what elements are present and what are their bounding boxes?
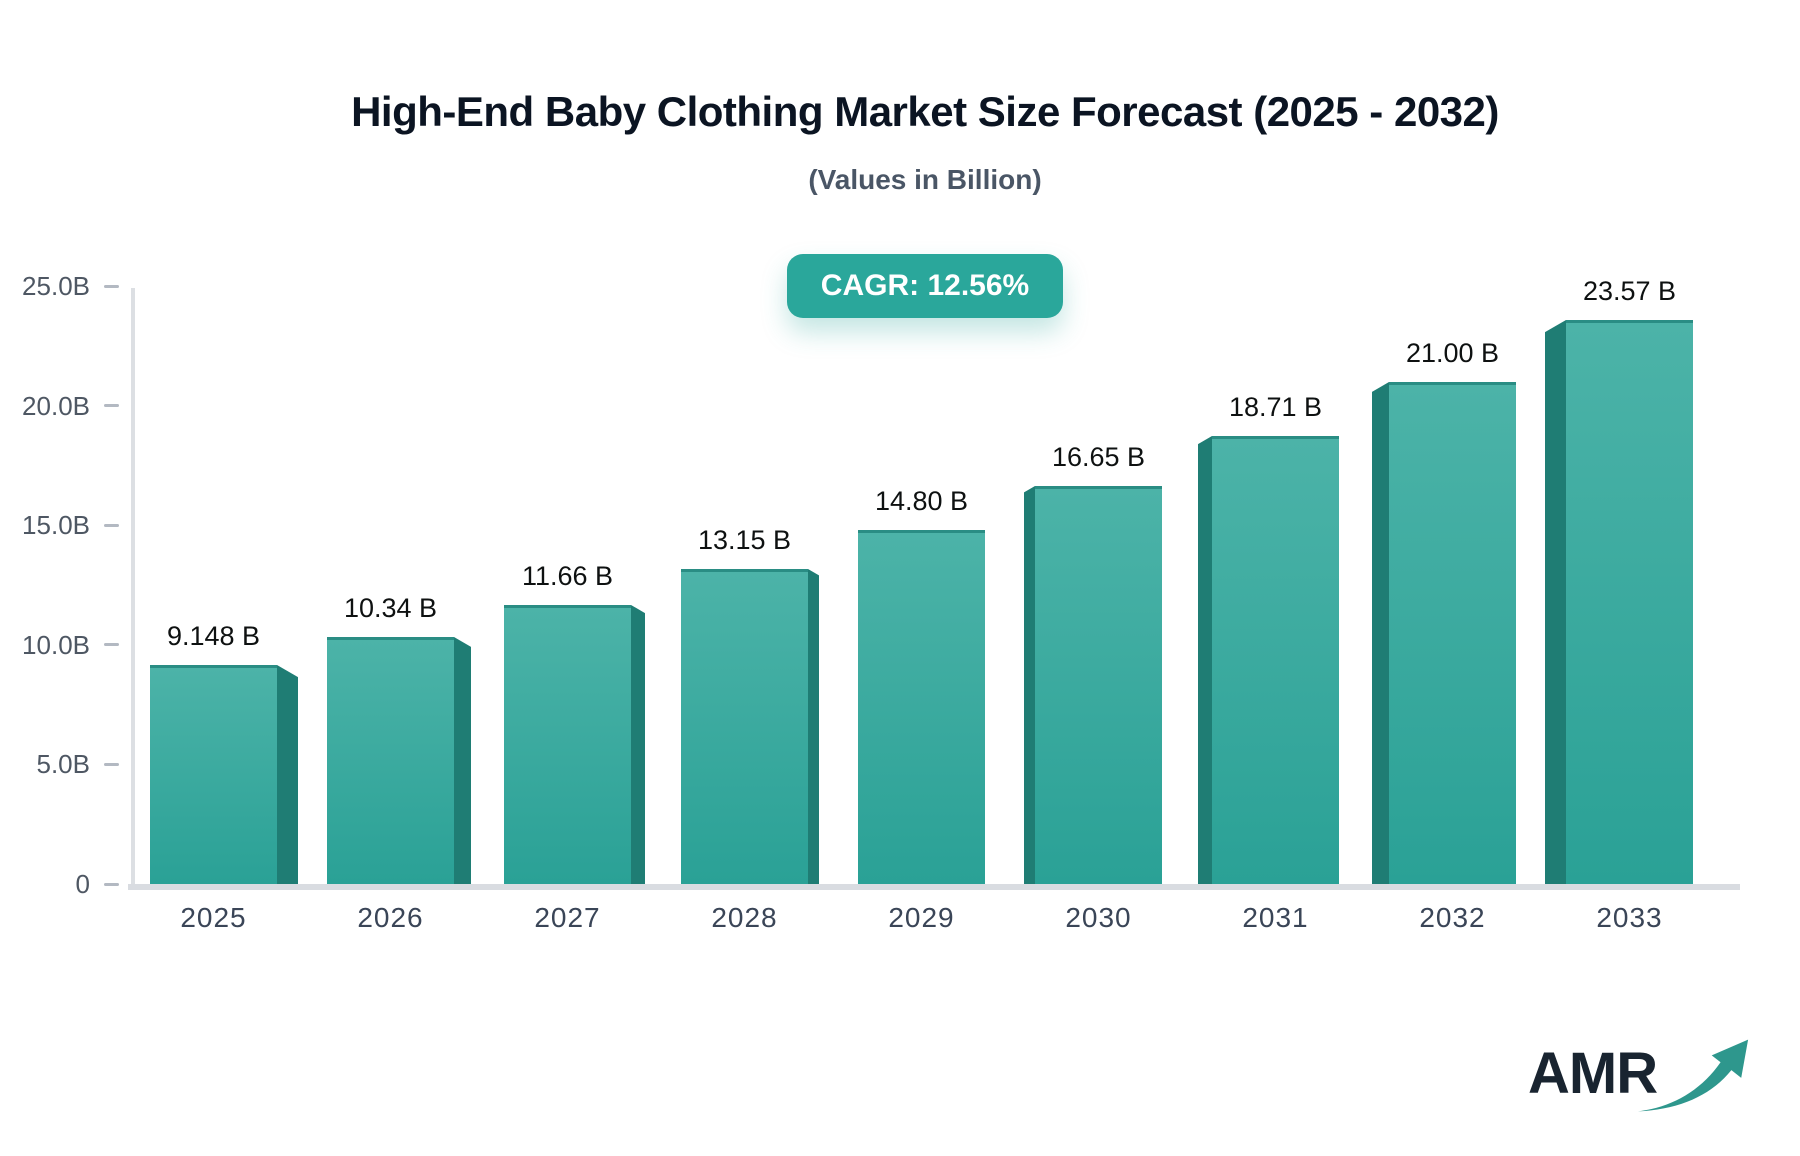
y-axis-tick-mark	[104, 643, 119, 647]
cagr-badge: CAGR: 12.56%	[786, 254, 1064, 318]
x-axis-baseline	[128, 884, 1740, 890]
x-axis-label: 2030	[1065, 902, 1132, 933]
bar-2029	[858, 530, 985, 884]
bar-face	[681, 569, 808, 884]
bar-face	[327, 637, 454, 884]
y-axis-tick-mark	[104, 284, 119, 288]
y-axis-line	[131, 288, 135, 884]
y-axis-tick-label: 5.0B	[36, 749, 91, 780]
bar-value-label: 23.57 B	[1582, 276, 1677, 306]
x-axis-label: 2028	[711, 902, 778, 933]
x-axis-label: 2025	[180, 902, 247, 933]
y-axis-tick-label: 25.0B	[22, 271, 90, 301]
bar-side	[631, 605, 645, 884]
bar-side	[808, 569, 819, 884]
bar-face	[1035, 486, 1162, 884]
y-axis-tick-mark	[104, 523, 119, 527]
chart-subtitle: (Values in Billion)	[808, 164, 1042, 195]
bar-2026	[327, 637, 471, 884]
bar-value-label: 11.66 B	[521, 561, 614, 591]
bar-value-label: 16.65 B	[1051, 442, 1146, 472]
bar-face	[504, 605, 631, 884]
bar-side	[1372, 382, 1389, 884]
amr-logo: AMR	[1528, 1034, 1768, 1122]
bar-value-label: 14.80 B	[874, 486, 969, 516]
bar-value-label: 21.00 B	[1405, 338, 1500, 368]
bar-side	[1198, 436, 1212, 884]
bar-face	[1212, 436, 1339, 884]
bar-value-label: 9.148 B	[166, 621, 261, 651]
x-axis-label: 2026	[357, 902, 424, 933]
bar-2025	[150, 665, 298, 884]
bar-2027	[504, 605, 645, 884]
y-axis-tick-mark	[104, 762, 119, 766]
chart-title: High-End Baby Clothing Market Size Forec…	[351, 88, 1499, 135]
bars-layer	[0, 286, 1800, 884]
bar-side	[277, 665, 298, 884]
y-axis-tick-mark	[104, 882, 119, 886]
x-axis-label: 2032	[1419, 902, 1486, 933]
bar-value-label: 10.34 B	[343, 593, 438, 623]
bar-2030	[1024, 486, 1162, 884]
y-axis-tick-label: 20.0B	[22, 390, 90, 421]
bar-face	[858, 530, 985, 884]
x-axis-label: 2027	[534, 902, 601, 933]
y-axis-tick-label: 10.0B	[22, 629, 90, 660]
bar-side	[1545, 320, 1566, 884]
bar-2033	[1545, 320, 1693, 884]
x-axis-label: 2033	[1596, 902, 1663, 933]
y-axis-tick-label: 0	[75, 869, 90, 899]
bar-value-label: 13.15 B	[697, 525, 792, 555]
growth-arrow-icon	[1637, 1039, 1749, 1112]
bar-2032	[1372, 382, 1516, 884]
bar-side	[1024, 486, 1035, 884]
bar-side	[454, 637, 471, 884]
x-axis-label: 2031	[1242, 902, 1309, 933]
y-axis-tick-mark	[104, 404, 119, 408]
bar-value-label: 18.71 B	[1228, 392, 1323, 422]
amr-logo-text: AMR	[1528, 1041, 1658, 1106]
bar-face	[150, 665, 277, 884]
bar-face	[1566, 320, 1693, 884]
bar-2031	[1198, 436, 1339, 884]
bar-face	[1389, 382, 1516, 884]
bar-2028	[681, 569, 819, 884]
y-axis-tick-label: 15.0B	[22, 510, 90, 541]
x-axis-label: 2029	[888, 902, 955, 933]
cagr-badge-row: CAGR: 12.56%	[50, 254, 1800, 318]
